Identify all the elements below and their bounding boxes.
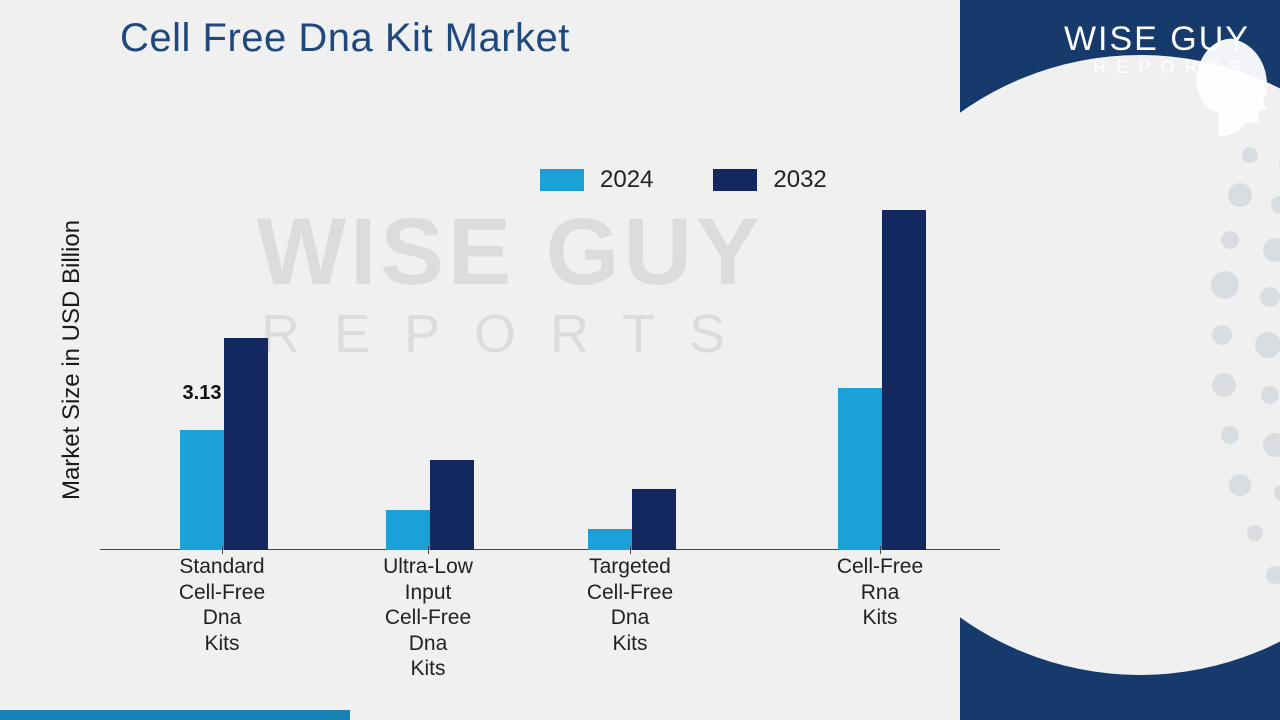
category-label: Ultra-LowInputCell-FreeDnaKits xyxy=(358,554,498,682)
legend-item-2032: 2032 xyxy=(713,166,826,194)
category-label: TargetedCell-FreeDnaKits xyxy=(560,554,700,656)
category-label: Cell-FreeRnaKits xyxy=(810,554,950,631)
y-axis-label: Market Size in USD Billion xyxy=(58,220,86,500)
value-label: 3.13 xyxy=(183,382,222,405)
bar-2032 xyxy=(430,460,474,550)
plot-area: 3.13 xyxy=(100,210,1000,550)
bar-2032 xyxy=(632,489,676,550)
legend-label-2024: 2024 xyxy=(600,166,653,194)
category-labels: StandardCell-FreeDnaKits Ultra-LowInputCe… xyxy=(100,550,1000,720)
brand-logo: WISE GUY REPORTS xyxy=(1064,22,1250,76)
bar-2024 xyxy=(180,430,224,550)
brand-head-icon xyxy=(1168,32,1278,142)
legend: 2024 2032 xyxy=(540,166,827,194)
bar-2032 xyxy=(882,210,926,550)
bar-2032 xyxy=(224,338,268,550)
chart-stage: WISE GUY REPORTS xyxy=(0,0,1280,720)
legend-item-2024: 2024 xyxy=(540,166,653,194)
bar-2024 xyxy=(588,529,632,550)
chart-title: Cell Free Dna Kit Market xyxy=(120,16,570,61)
legend-swatch-2032 xyxy=(713,169,757,191)
legend-label-2032: 2032 xyxy=(773,166,826,194)
bottom-accent-bar xyxy=(0,710,350,720)
bar-2024 xyxy=(838,388,882,550)
category-label: StandardCell-FreeDnaKits xyxy=(152,554,292,656)
legend-swatch-2024 xyxy=(540,169,584,191)
bar-2024 xyxy=(386,510,430,550)
